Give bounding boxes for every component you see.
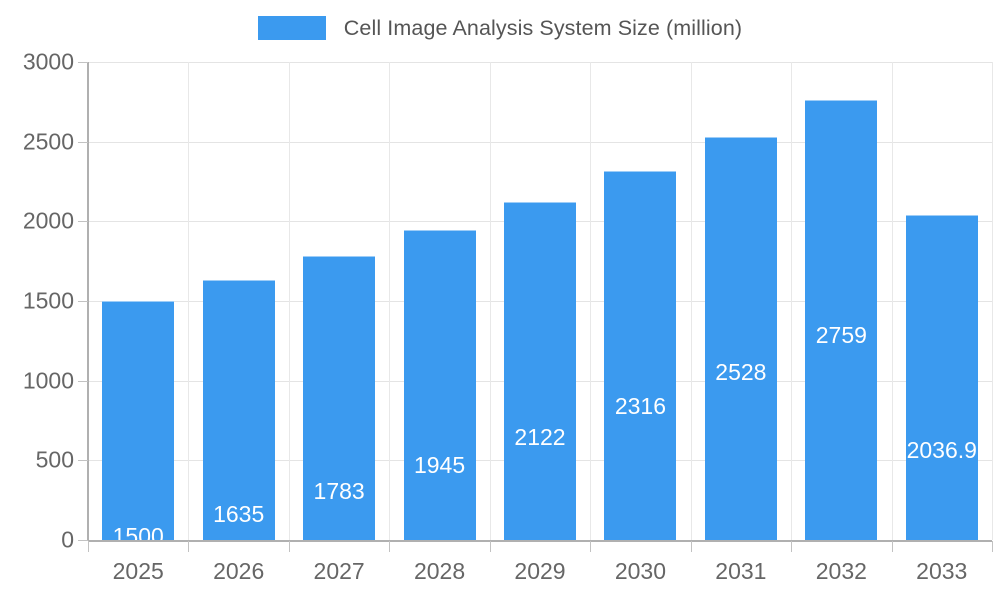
y-axis-tick-label: 0: [61, 526, 74, 553]
gridline-vertical: [489, 62, 491, 540]
y-axis-tick: [78, 141, 88, 143]
x-axis-tick: [791, 541, 793, 552]
bar[interactable]: [604, 170, 677, 540]
x-axis-tick: [690, 541, 692, 552]
y-axis-tick: [78, 380, 88, 382]
bar[interactable]: [704, 137, 777, 540]
y-axis-tick: [78, 460, 88, 462]
y-axis-tick: [78, 62, 88, 63]
x-axis-tick-label: 2026: [213, 558, 265, 584]
y-axis-tick-labels: 0 500 1000 1500 2000 2500 3000: [0, 0, 74, 600]
bar[interactable]: [805, 100, 878, 540]
x-axis-tick-label: 2029: [514, 558, 566, 584]
bar-value-label: 1635: [213, 501, 265, 528]
y-axis-tick-label: 2500: [22, 128, 74, 155]
gridline-vertical: [690, 62, 692, 540]
y-axis-tick-label: 3000: [22, 48, 74, 75]
bar-top-edge: [905, 215, 978, 217]
x-axis-tick: [891, 541, 893, 552]
gridline-vertical: [389, 62, 391, 540]
bar-top-edge: [604, 170, 677, 172]
y-axis-tick-label: 1000: [22, 367, 74, 394]
x-axis-tick-label: 2027: [313, 558, 365, 584]
bar[interactable]: [905, 215, 978, 540]
gridline-vertical: [791, 62, 793, 540]
gridline-horizontal: [88, 141, 992, 143]
x-axis-tick: [288, 541, 290, 552]
chart-legend: Cell Image Analysis System Size (million…: [0, 0, 1000, 56]
bar-top-edge: [704, 137, 777, 139]
y-axis-tick: [78, 540, 88, 541]
y-axis-tick-label: 2000: [22, 207, 74, 234]
y-axis-tick-label: 1500: [22, 287, 74, 314]
x-axis-tick-label: 2028: [413, 558, 466, 584]
bar[interactable]: [504, 201, 576, 540]
gridline-vertical: [590, 62, 592, 540]
bar[interactable]: [403, 230, 476, 540]
bar[interactable]: [202, 279, 275, 540]
gridline-horizontal: [88, 62, 992, 63]
x-axis-tick: [992, 541, 993, 552]
gridline-vertical: [992, 62, 993, 540]
x-axis-tick: [188, 541, 190, 552]
legend-item[interactable]: Cell Image Analysis System Size (million…: [257, 15, 743, 41]
bar-value-label: 2759: [815, 322, 867, 349]
x-axis-tick-label: 2032: [815, 558, 867, 584]
x-axis-tick: [88, 541, 89, 552]
bar-value-label: 2528: [715, 359, 767, 386]
x-axis-tick: [389, 541, 391, 552]
x-axis-tick-label: 2030: [614, 558, 667, 584]
y-axis-tick-label: 500: [35, 446, 74, 473]
bar-top-edge: [403, 230, 476, 232]
x-axis-tick: [590, 541, 592, 552]
x-axis-tick-label: 2031: [715, 558, 767, 584]
bar-top-edge: [102, 301, 175, 302]
bar-top-edge: [805, 100, 878, 102]
y-axis-tick: [78, 301, 88, 302]
x-axis-tick-label: 2033: [916, 558, 968, 584]
bar-value-label: 1783: [313, 477, 365, 504]
x-axis-line: [88, 540, 992, 542]
gridline-vertical: [288, 62, 290, 540]
y-axis-tick: [78, 221, 88, 223]
bar-value-label: 2036.9: [906, 437, 977, 464]
bar[interactable]: [102, 301, 175, 540]
bar-top-edge: [504, 201, 576, 203]
bar-top-edge: [303, 255, 376, 257]
legend-swatch-icon: [257, 16, 326, 40]
bar[interactable]: [303, 255, 376, 540]
x-axis-tick-label: 2025: [112, 558, 164, 584]
gridline-vertical: [188, 62, 190, 540]
bar-top-edge: [202, 279, 275, 281]
bar-value-label: 2122: [514, 423, 566, 450]
gridline-vertical: [88, 62, 89, 540]
plot-area: 1500 1635 1783 1945 2122 2316 2528 2759 2036.9: [88, 62, 993, 549]
bar-value-label: 1945: [413, 452, 466, 479]
bar-value-label: 2316: [614, 392, 667, 419]
x-axis-tick: [489, 541, 491, 552]
legend-label: Cell Image Analysis System Size (million…: [343, 15, 743, 40]
gridline-vertical: [891, 62, 893, 540]
bar-value-label: 1500: [112, 523, 164, 549]
